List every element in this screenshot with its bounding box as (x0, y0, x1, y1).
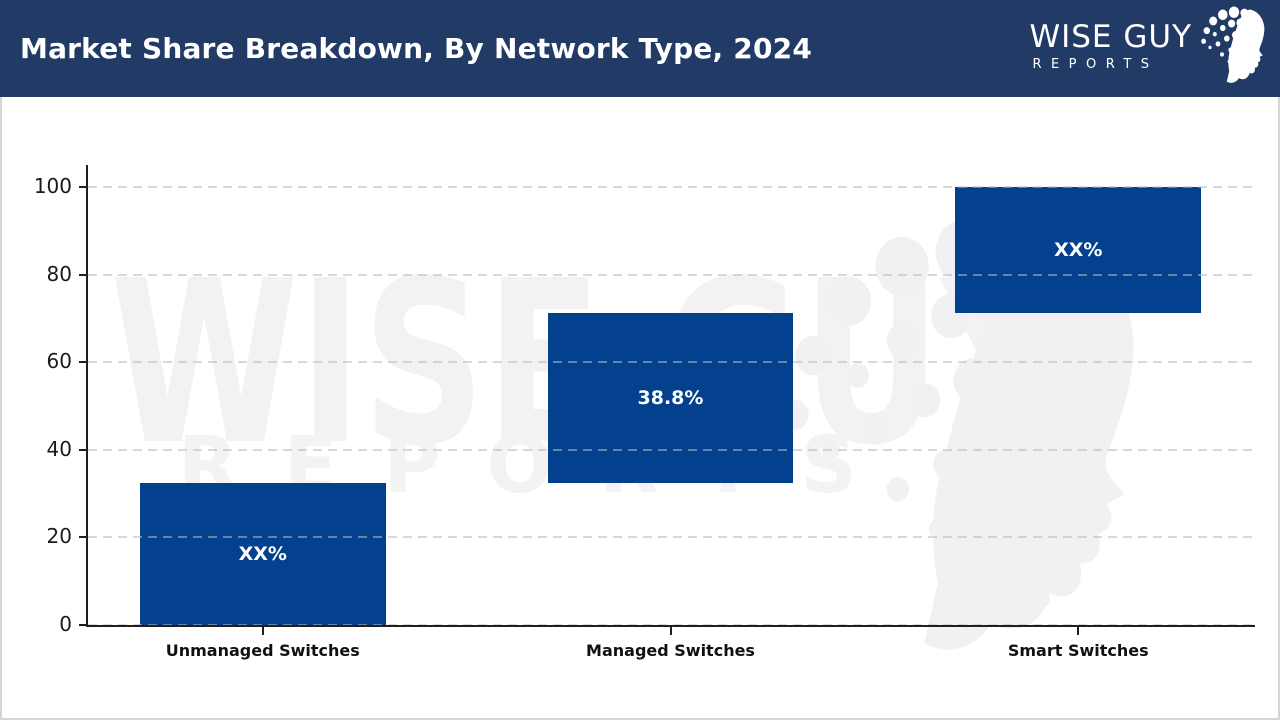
x-tick-mark (1077, 627, 1080, 635)
y-tick-mark (79, 624, 88, 626)
bar-value-label: 38.8% (637, 387, 704, 410)
bar-segment: 38.8% (547, 313, 794, 484)
x-category-label: Managed Switches (586, 641, 755, 660)
y-tick-label: 80 (46, 261, 72, 286)
gridline (88, 536, 1253, 539)
bar-value-label: XX% (1054, 238, 1103, 261)
gridline (88, 361, 1253, 364)
y-tick-label: 60 (46, 349, 72, 374)
brand-logo-face-icon (1201, 6, 1265, 83)
x-category-label: Unmanaged Switches (165, 641, 360, 660)
gridline (88, 273, 1253, 276)
y-tick-mark (79, 361, 88, 364)
page-bottom-border (0, 718, 1280, 720)
y-tick-label: 0 (59, 612, 72, 636)
gridline (88, 448, 1253, 451)
brand-logo-text: WISE GUY REPORTS (1029, 19, 1192, 72)
x-axis-line (86, 625, 1255, 627)
page-left-border (0, 97, 2, 720)
bar-value-label: XX% (238, 543, 287, 566)
brand-logo-subtext: REPORTS (1032, 57, 1159, 72)
y-tick-label: 40 (46, 436, 72, 461)
bar-segment: XX% (139, 483, 386, 625)
x-tick-mark (261, 627, 264, 635)
y-tick-mark (79, 273, 88, 276)
chart-title: Market Share Breakdown, By Network Type,… (20, 32, 813, 65)
brand-logo-wordmark: WISE GUY (1029, 19, 1192, 55)
brand-logo: WISE GUY REPORTS (1016, 2, 1276, 95)
page-right-border (1278, 97, 1280, 720)
y-tick-mark (79, 185, 88, 188)
header-bar: Market Share Breakdown, By Network Type,… (0, 0, 1280, 97)
y-tick-mark (79, 536, 88, 539)
gridline (88, 185, 1253, 188)
y-axis-line (86, 165, 88, 627)
y-tick-mark (79, 448, 88, 451)
y-tick-label: 20 (46, 524, 72, 549)
x-tick-mark (669, 627, 672, 635)
bar-segment: XX% (955, 186, 1202, 314)
x-category-label: Smart Switches (1007, 641, 1149, 660)
y-tick-label: 100 (33, 173, 72, 198)
